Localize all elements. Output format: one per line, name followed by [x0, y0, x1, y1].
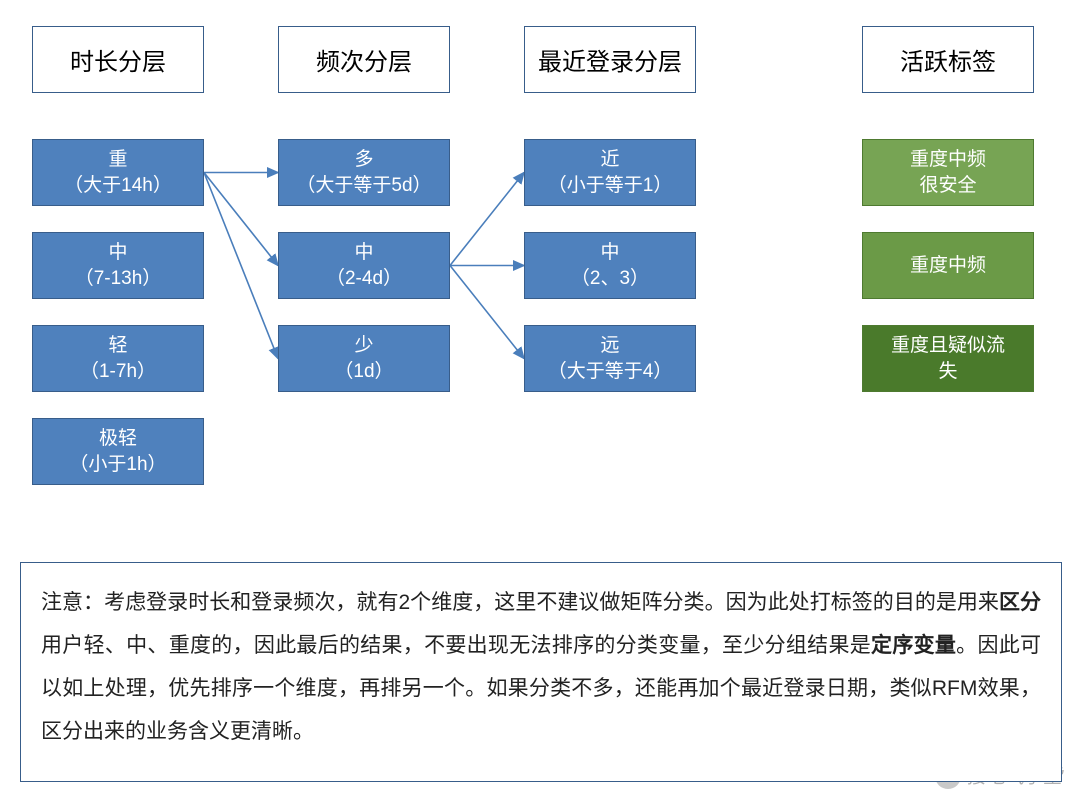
- node-line1: 重: [108, 147, 127, 173]
- node-line2: （2-4d）: [326, 266, 402, 292]
- node-line1: 中: [108, 240, 127, 266]
- column-header: 时长分层: [32, 26, 204, 93]
- diagram-node: 中（2-4d）: [278, 232, 450, 299]
- node-line2: （1-7h）: [80, 359, 156, 385]
- diagram-node: 重度中频: [862, 232, 1034, 299]
- node-line1: 少: [354, 333, 373, 359]
- column-header: 最近登录分层: [524, 26, 696, 93]
- diagram-node: 少（1d）: [278, 325, 450, 392]
- arrow: [204, 173, 278, 266]
- diagram-canvas: ✎ 接地气学堂 时长分层重（大于14h）中（7-13h）轻（1-7h）极轻（小于…: [0, 0, 1080, 801]
- diagram-node: 重（大于14h）: [32, 139, 204, 206]
- node-line2: （大于14h）: [64, 173, 172, 199]
- diagram-node: 中（7-13h）: [32, 232, 204, 299]
- node-line1: 极轻: [99, 426, 137, 452]
- node-line1: 重度中频: [910, 253, 986, 279]
- node-line2: （1d）: [334, 359, 393, 385]
- diagram-node: 重度且疑似流失: [862, 325, 1034, 392]
- diagram-node: 极轻（小于1h）: [32, 418, 204, 485]
- node-line2: （小于等于1）: [548, 173, 673, 199]
- diagram-node: 中（2、3）: [524, 232, 696, 299]
- node-line1: 多: [354, 147, 373, 173]
- node-line1: 远: [600, 333, 619, 359]
- node-line2: （7-13h）: [75, 266, 162, 292]
- arrow: [450, 173, 524, 266]
- node-line1: 重度中频: [910, 147, 986, 173]
- node-line1: 近: [600, 147, 619, 173]
- node-line2: 很安全: [919, 173, 976, 199]
- diagram-node: 近（小于等于1）: [524, 139, 696, 206]
- diagram-node: 轻（1-7h）: [32, 325, 204, 392]
- column-header: 频次分层: [278, 26, 450, 93]
- diagram-node: 远（大于等于4）: [524, 325, 696, 392]
- arrow: [204, 173, 278, 359]
- note-box: 注意：考虑登录时长和登录频次，就有2个维度，这里不建议做矩阵分类。因为此处打标签…: [20, 562, 1062, 782]
- node-line1: 轻: [108, 333, 127, 359]
- node-line2: （大于等于4）: [548, 359, 673, 385]
- diagram-node: 重度中频很安全: [862, 139, 1034, 206]
- node-line2: （2、3）: [571, 266, 649, 292]
- node-line2: 失: [938, 359, 957, 385]
- column-header: 活跃标签: [862, 26, 1034, 93]
- arrow: [450, 266, 524, 359]
- node-line1: 中: [600, 240, 619, 266]
- node-line2: （大于等于5d）: [296, 173, 431, 199]
- node-line1: 中: [354, 240, 373, 266]
- node-line1: 重度且疑似流: [891, 333, 1005, 359]
- node-line2: （小于1h）: [69, 452, 166, 478]
- diagram-node: 多（大于等于5d）: [278, 139, 450, 206]
